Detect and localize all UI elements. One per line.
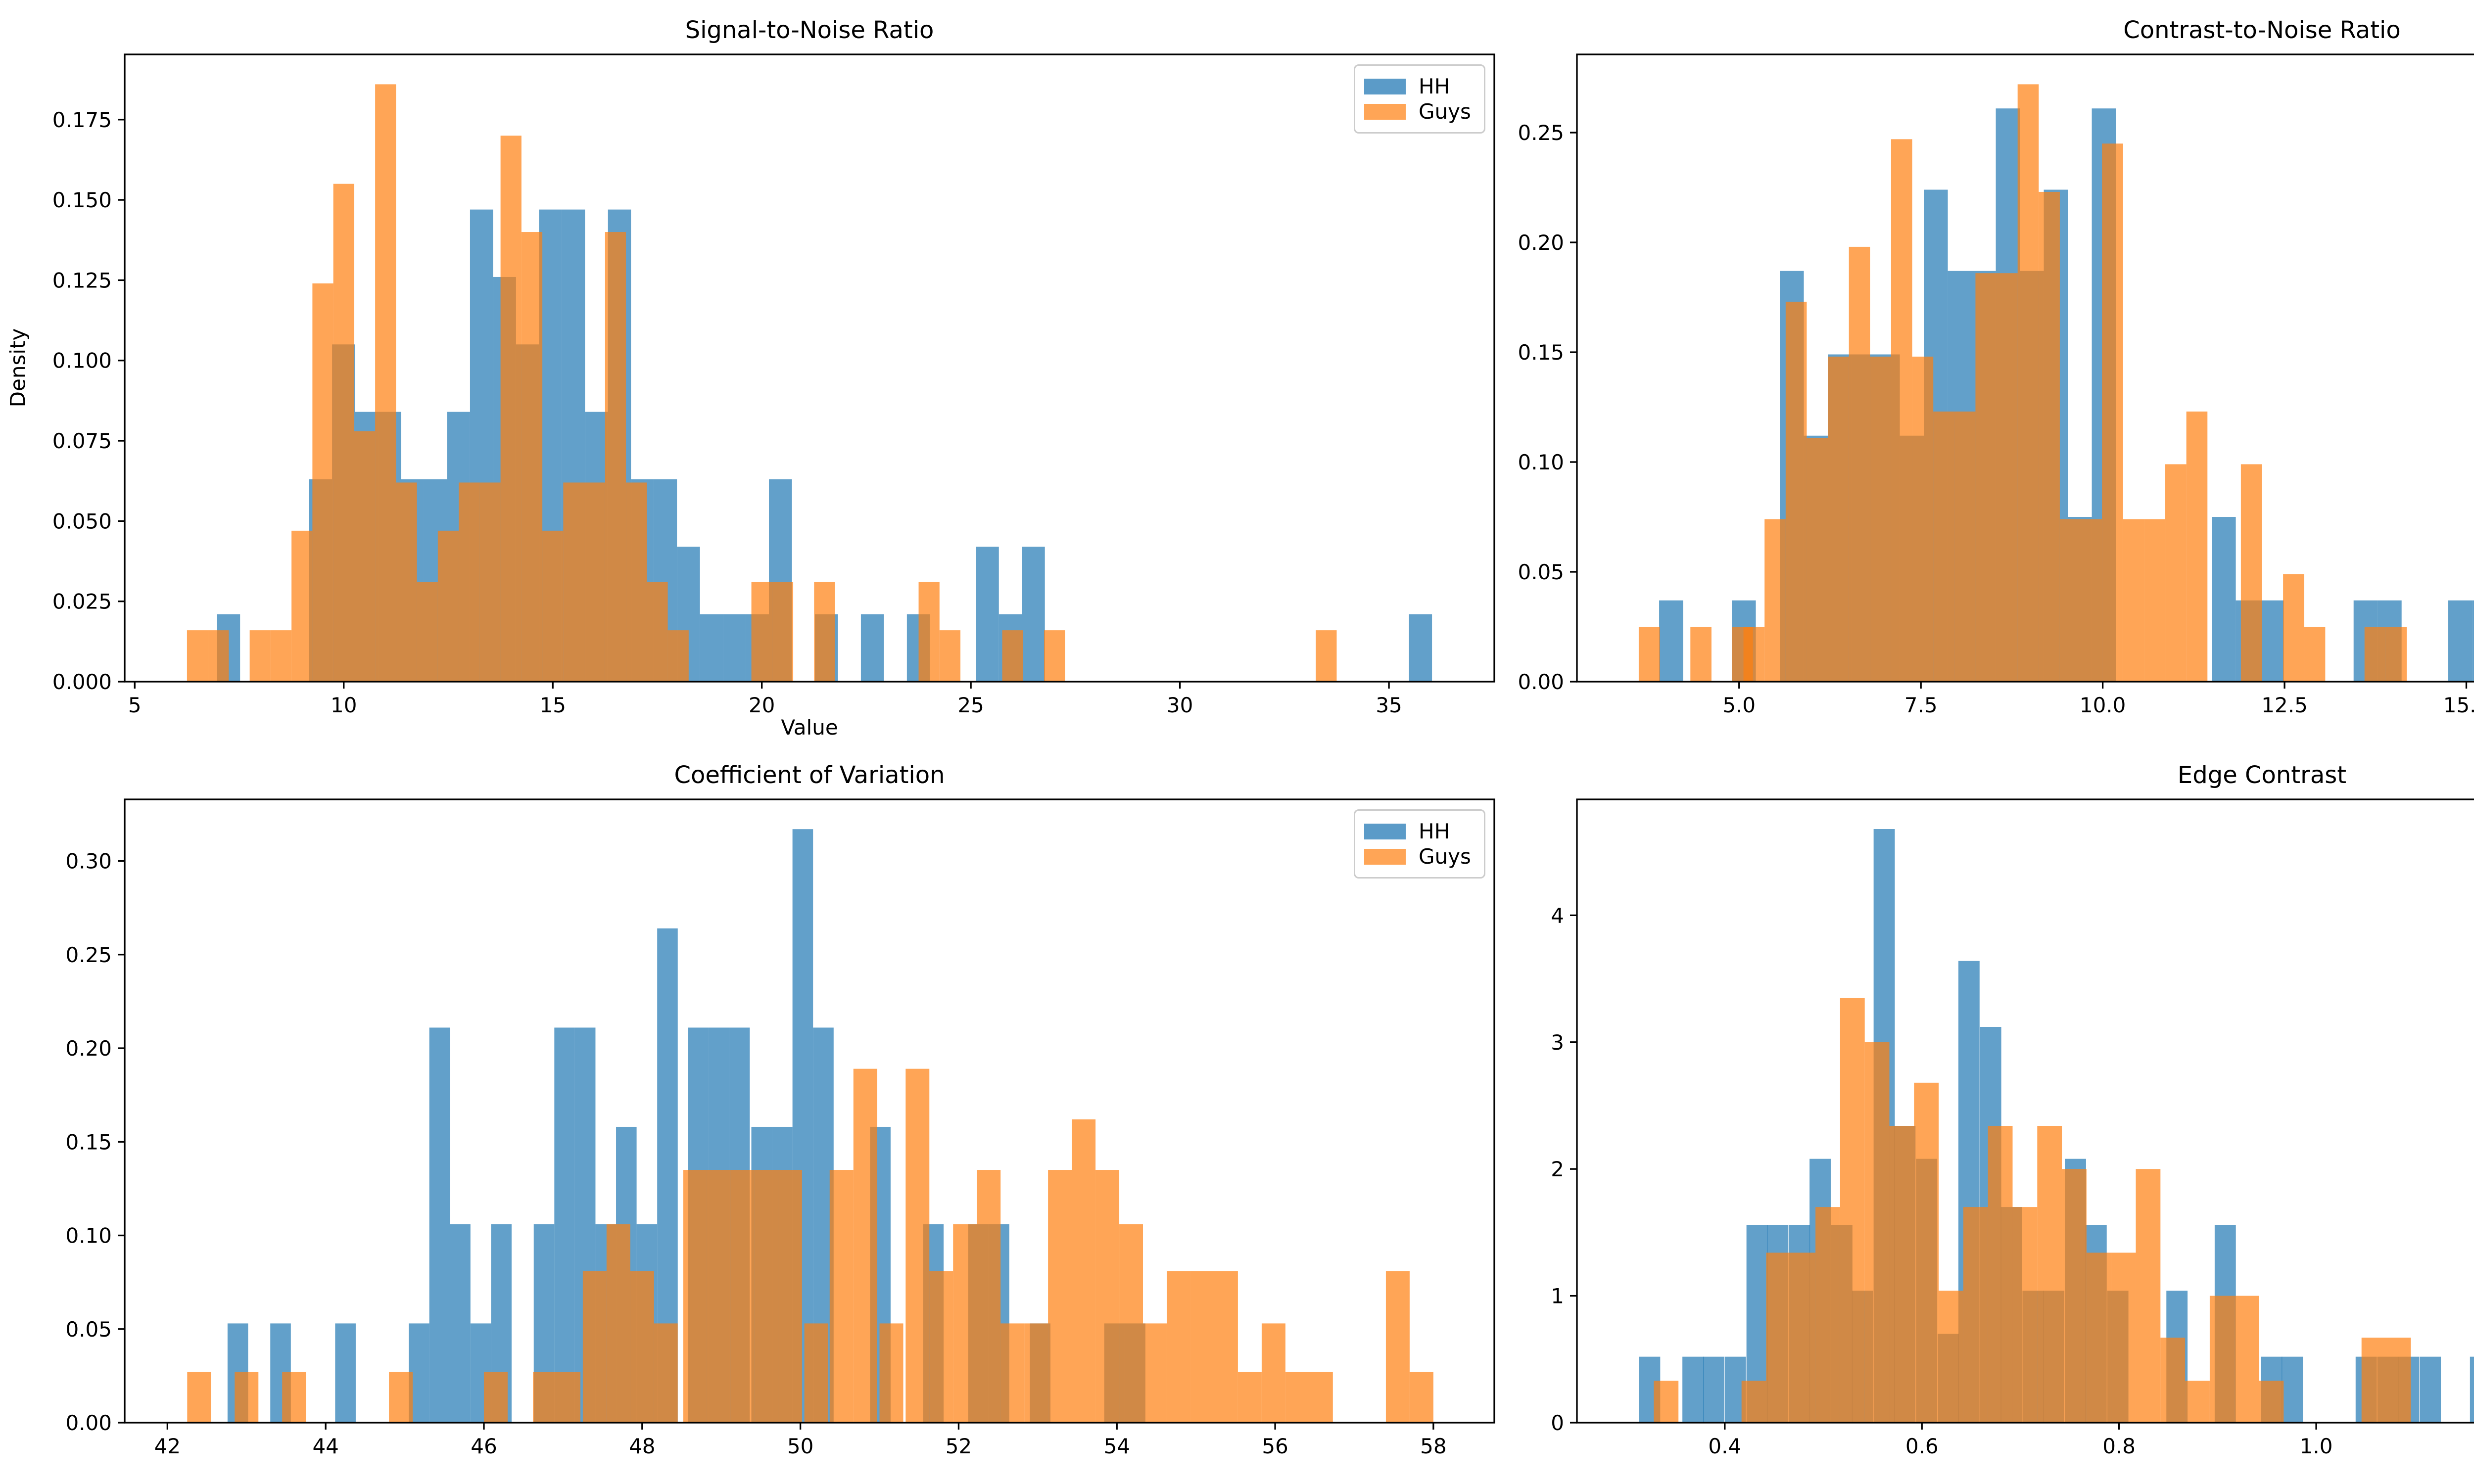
legend-snr: HH Guys xyxy=(1354,64,1485,134)
legend-label-hh: HH xyxy=(1419,819,1450,843)
svg-text:58: 58 xyxy=(1420,1434,1446,1458)
legend-label-guys: Guys xyxy=(1419,844,1471,869)
svg-text:46: 46 xyxy=(471,1434,497,1458)
svg-text:0.30: 0.30 xyxy=(65,849,112,874)
svg-text:0.05: 0.05 xyxy=(65,1317,112,1342)
ticks xyxy=(118,119,1390,689)
ticks xyxy=(1570,132,2468,689)
svg-text:0.25: 0.25 xyxy=(1518,121,1564,145)
svg-text:50: 50 xyxy=(787,1434,813,1458)
svg-text:0.25: 0.25 xyxy=(65,943,112,967)
axes-spines xyxy=(1576,53,2474,683)
series-guys xyxy=(1638,84,2407,682)
svg-text:15.0: 15.0 xyxy=(2443,693,2474,717)
svg-text:0.00: 0.00 xyxy=(1518,670,1564,694)
chart-title-cov: Coefficient of Variation xyxy=(674,761,945,789)
svg-text:10: 10 xyxy=(331,693,357,717)
svg-text:0.175: 0.175 xyxy=(52,108,112,132)
legend-item-guys: Guys xyxy=(1364,844,1475,869)
svg-text:1: 1 xyxy=(1551,1284,1564,1308)
series-guys xyxy=(187,1068,1433,1423)
svg-text:44: 44 xyxy=(312,1434,338,1458)
svg-text:48: 48 xyxy=(629,1434,655,1458)
svg-text:0.050: 0.050 xyxy=(52,509,112,533)
svg-text:0.075: 0.075 xyxy=(52,429,112,453)
tick-labels: 5.07.510.012.515.017.520.00.000.050.100.… xyxy=(1518,121,2474,717)
chart-title-snr: Signal-to-Noise Ratio xyxy=(685,16,934,44)
svg-text:52: 52 xyxy=(946,1434,972,1458)
svg-text:0.05: 0.05 xyxy=(1518,560,1564,584)
svg-text:35: 35 xyxy=(1376,693,1402,717)
legend-item-hh: HH xyxy=(1364,74,1475,98)
series-guys xyxy=(1654,998,2411,1423)
axes-spines xyxy=(124,798,1495,1424)
svg-text:0.8: 0.8 xyxy=(2102,1434,2136,1458)
svg-text:42: 42 xyxy=(154,1434,181,1458)
svg-text:0.20: 0.20 xyxy=(65,1036,112,1061)
svg-text:7.5: 7.5 xyxy=(1904,693,1938,717)
svg-text:2: 2 xyxy=(1551,1157,1564,1181)
svg-text:0.4: 0.4 xyxy=(1708,1434,1741,1458)
svg-text:0.15: 0.15 xyxy=(65,1130,112,1154)
legend-label-guys: Guys xyxy=(1419,99,1471,124)
tick-labels: 5 10 15 20 25 30 35 0.000 0.025 0.050 0.075 0.100 0.… xyxy=(52,108,1402,717)
chart-title-cnr: Contrast-to-Noise Ratio xyxy=(2123,16,2401,44)
legend-item-hh: HH xyxy=(1364,819,1475,843)
hh-swatch-icon xyxy=(1364,78,1406,94)
svg-text:0.20: 0.20 xyxy=(1518,231,1564,255)
svg-text:12.5: 12.5 xyxy=(2261,693,2308,717)
svg-text:0.00: 0.00 xyxy=(65,1411,112,1435)
hh-swatch-icon xyxy=(1364,823,1406,839)
x-axis-label: Value xyxy=(781,715,838,740)
subplot-3: 0.40.60.81.01.21.41.601234 xyxy=(1551,798,2474,1458)
svg-text:1.0: 1.0 xyxy=(2300,1434,2333,1458)
svg-text:15: 15 xyxy=(539,693,566,717)
ticks xyxy=(118,860,1434,1430)
svg-text:30: 30 xyxy=(1167,693,1193,717)
svg-text:0.100: 0.100 xyxy=(52,349,112,373)
svg-text:0.025: 0.025 xyxy=(52,590,112,614)
svg-text:0.15: 0.15 xyxy=(1518,340,1564,365)
subplot-0: 5 10 15 20 25 30 35 0.000 0.025 0.050 0.075 0.100 0.… xyxy=(52,53,1495,717)
svg-text:25: 25 xyxy=(957,693,984,717)
svg-text:3: 3 xyxy=(1551,1030,1564,1055)
series-guys xyxy=(187,84,1337,682)
svg-text:0.10: 0.10 xyxy=(65,1224,112,1248)
svg-text:0: 0 xyxy=(1551,1411,1564,1435)
svg-text:54: 54 xyxy=(1104,1434,1130,1458)
guys-swatch-icon xyxy=(1364,103,1406,120)
svg-text:0.6: 0.6 xyxy=(1905,1434,1939,1458)
legend-cov: HH Guys xyxy=(1354,809,1485,879)
tick-labels: 0.40.60.81.01.21.41.601234 xyxy=(1551,903,2333,1458)
subplot-2: 42 44 46 48 50 52 54 56 58 0.00 0.05 0.10 0.15 0.20 0.… xyxy=(65,798,1495,1458)
svg-text:56: 56 xyxy=(1262,1434,1288,1458)
legend-label-hh: HH xyxy=(1419,74,1450,98)
svg-text:5.0: 5.0 xyxy=(1722,693,1756,717)
chart-title-edge: Edge Contrast xyxy=(2177,761,2347,789)
svg-text:0.10: 0.10 xyxy=(1518,450,1564,474)
svg-text:0.000: 0.000 xyxy=(52,670,112,694)
svg-text:4: 4 xyxy=(1551,903,1564,928)
tick-labels: 42 44 46 48 50 52 54 56 58 0.00 0.05 0.10 0.15 0.20 0.… xyxy=(65,849,1446,1458)
axes-spines xyxy=(1576,798,2474,1424)
svg-text:0.125: 0.125 xyxy=(52,268,112,292)
ticks xyxy=(1570,914,2317,1430)
axes-spines xyxy=(124,53,1495,683)
svg-text:0.150: 0.150 xyxy=(52,188,112,212)
svg-text:5: 5 xyxy=(128,693,142,717)
y-axis-label: Density xyxy=(5,328,30,408)
guys-swatch-icon xyxy=(1364,848,1406,865)
svg-text:10.0: 10.0 xyxy=(2080,693,2126,717)
svg-text:20: 20 xyxy=(749,693,775,717)
subplot-1: 5.07.510.012.515.017.520.00.000.050.100.… xyxy=(1518,53,2474,717)
legend-item-guys: Guys xyxy=(1364,99,1475,124)
